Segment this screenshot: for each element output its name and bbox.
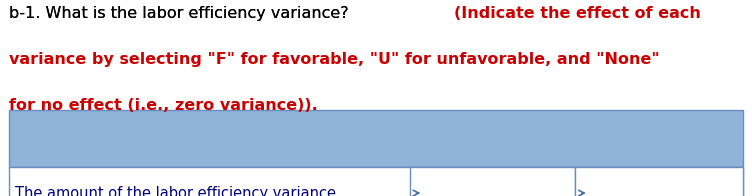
Text: The amount of the labor efficiency variance: The amount of the labor efficiency varia… xyxy=(15,186,336,196)
Bar xyxy=(9,110,743,167)
Text: (Indicate the effect of each: (Indicate the effect of each xyxy=(454,6,701,21)
Text: b-1. What is the labor efficiency variance?: b-1. What is the labor efficiency varian… xyxy=(9,6,353,21)
Text: variance by selecting "F" for favorable, "U" for unfavorable, and "None": variance by selecting "F" for favorable,… xyxy=(9,52,660,67)
Text: for no effect (i.e., zero variance)).: for no effect (i.e., zero variance)). xyxy=(9,98,318,113)
Bar xyxy=(9,167,743,196)
Text: b-1. What is the labor efficiency variance?: b-1. What is the labor efficiency varian… xyxy=(9,6,353,21)
Bar xyxy=(410,167,575,196)
Bar xyxy=(575,167,743,196)
